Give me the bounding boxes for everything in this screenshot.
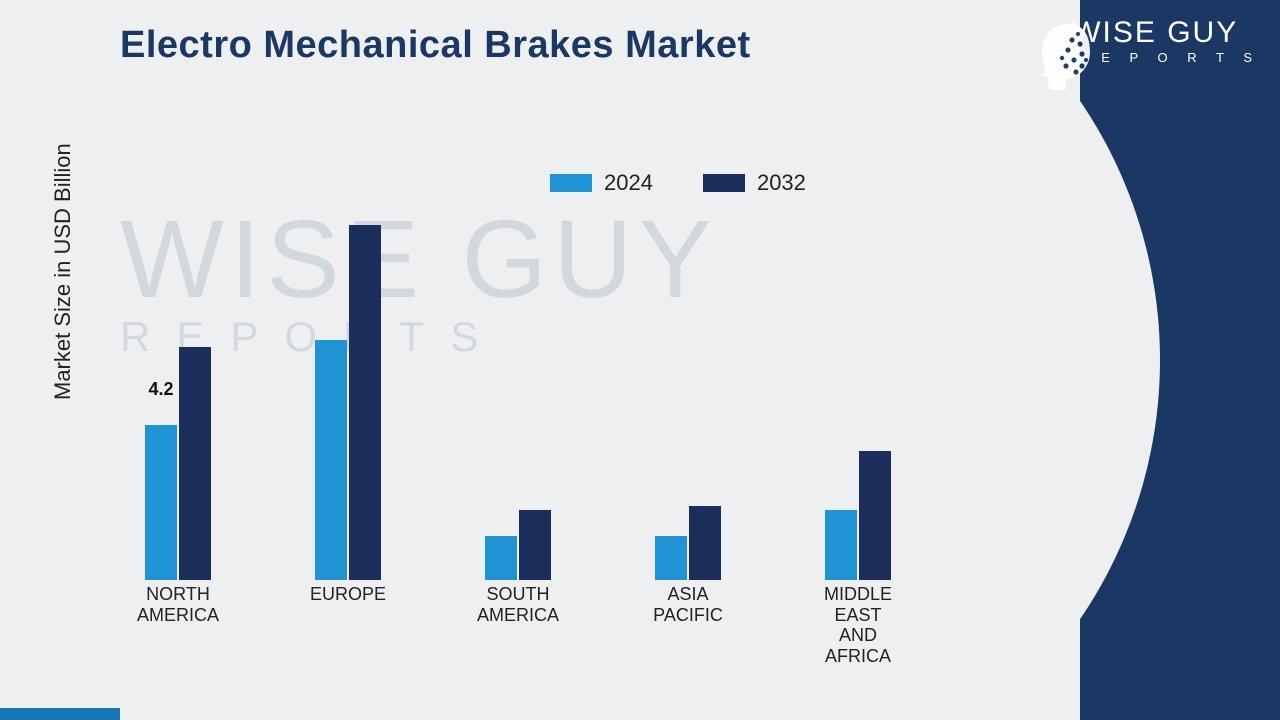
- legend: 2024 2032: [550, 170, 806, 196]
- brand-logo: WISE GUY R E P O R T S: [1072, 18, 1260, 65]
- legend-swatch-2024: [550, 174, 592, 192]
- bar-group: [315, 225, 381, 580]
- bar-group: [655, 506, 721, 580]
- bar-series-2024: [655, 536, 687, 580]
- bar-series-2032: [519, 510, 551, 580]
- x-tick-label: ASIA PACIFIC: [653, 584, 723, 625]
- x-tick-label: SOUTH AMERICA: [477, 584, 559, 625]
- bar-series-2032: [179, 347, 211, 580]
- legend-item-2032: 2032: [703, 170, 806, 196]
- bar-series-2024: [315, 340, 347, 581]
- bar-series-2024: [825, 510, 857, 580]
- bar-series-2032: [689, 506, 721, 580]
- bar-series-2024: [145, 425, 177, 580]
- chart-canvas: WISE GUY REPORTS Electro Mechanical Brak…: [0, 0, 1280, 720]
- bar-group: [485, 510, 551, 580]
- legend-label-2032: 2032: [757, 170, 806, 196]
- bottom-accent-bar: [0, 708, 120, 720]
- brand-main: WISE GUY: [1072, 18, 1260, 48]
- bar-group: [145, 347, 211, 580]
- x-tick-label: EUROPE: [310, 584, 386, 605]
- legend-swatch-2032: [703, 174, 745, 192]
- brand-head-icon: [1038, 22, 1098, 92]
- chart-title: Electro Mechanical Brakes Market: [120, 24, 751, 67]
- legend-label-2024: 2024: [604, 170, 653, 196]
- y-axis-label: Market Size in USD Billion: [50, 143, 76, 400]
- bar-series-2024: [485, 536, 517, 580]
- plot-area: 4.2: [110, 210, 960, 580]
- bar-series-2032: [859, 451, 891, 581]
- bar-group: [825, 451, 891, 581]
- brand-sub: R E P O R T S: [1072, 50, 1260, 65]
- x-tick-label: NORTH AMERICA: [137, 584, 219, 625]
- legend-item-2024: 2024: [550, 170, 653, 196]
- x-tick-label: MIDDLE EAST AND AFRICA: [824, 584, 892, 667]
- bar-series-2032: [349, 225, 381, 580]
